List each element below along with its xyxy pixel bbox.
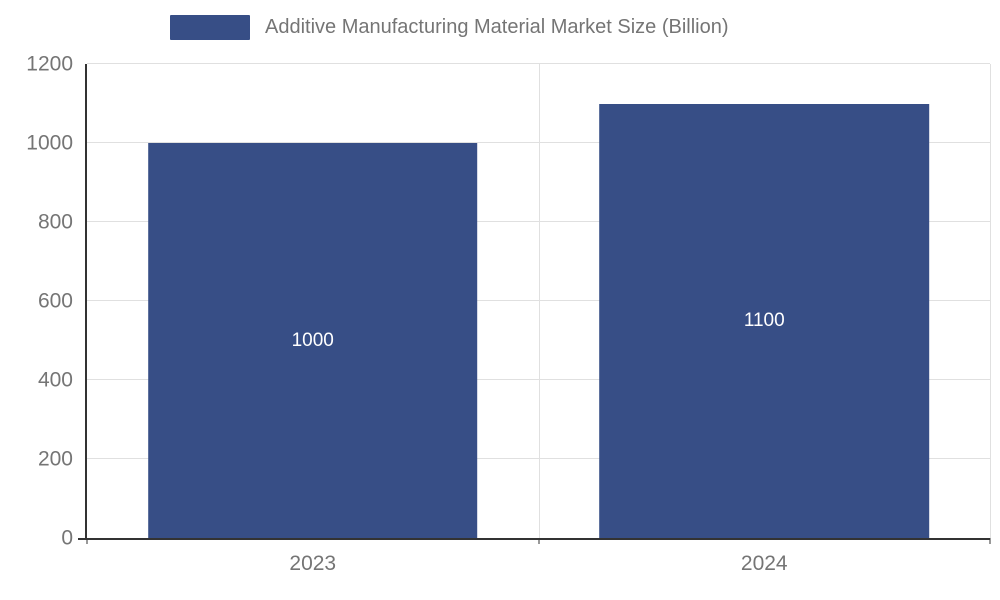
bar-value-label: 1000: [291, 329, 334, 351]
y-tick-label: 1000: [26, 131, 73, 155]
bar-2024[interactable]: 1100: [599, 103, 930, 538]
y-tick-label: 800: [37, 210, 73, 234]
x-axis-line: [78, 538, 87, 540]
bar-2023[interactable]: 1000: [147, 143, 478, 538]
legend-item[interactable]: Additive Manufacturing Material Market S…: [170, 15, 729, 40]
plot-area: 0 200 400 600 800 1000 1200 1000 2023 1100 2024: [26, 54, 991, 575]
x-tick-label: 2023: [289, 552, 337, 575]
x-axis-tick: [86, 538, 88, 544]
y-tick-label: 0: [61, 526, 73, 550]
gridline-horizontal: [87, 63, 990, 64]
legend-label: Additive Manufacturing Material Market S…: [265, 16, 729, 38]
x-tick-label: 2024: [740, 552, 788, 575]
x-axis-tick: [538, 538, 539, 544]
y-tick-label: 200: [37, 447, 73, 471]
y-tick-label: 400: [37, 368, 73, 392]
x-axis-tick: [989, 538, 991, 544]
y-tick-label: 600: [37, 289, 73, 313]
legend-swatch-icon: [170, 15, 250, 40]
y-tick-label: 1200: [26, 52, 73, 76]
gridline-vertical: [990, 64, 991, 538]
gridline-vertical: [538, 64, 540, 538]
bar-value-label: 1100: [743, 309, 785, 331]
